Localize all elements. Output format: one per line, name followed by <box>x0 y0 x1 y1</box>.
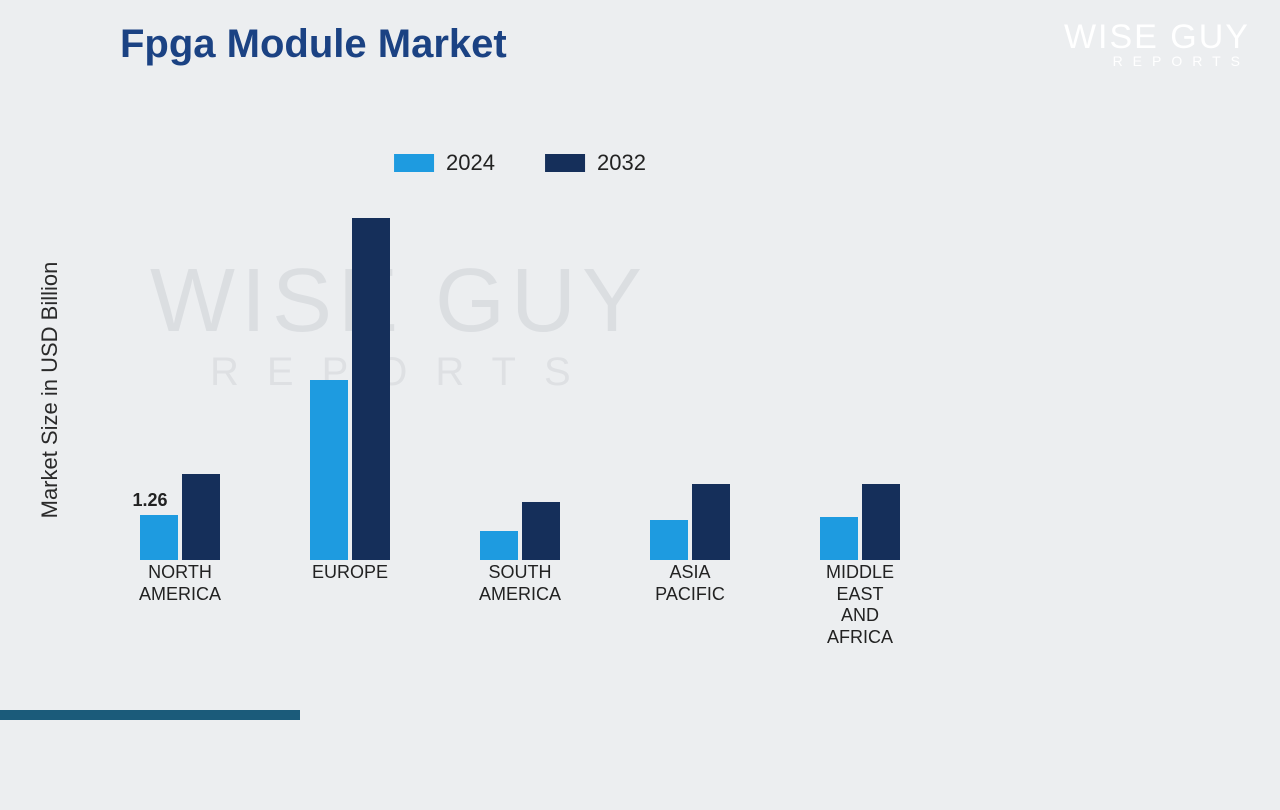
x-axis-label: SOUTH AMERICA <box>445 562 595 605</box>
bar <box>692 484 730 560</box>
x-axis-label: EUROPE <box>275 562 425 584</box>
logo-main-text: WISE GUY <box>1064 18 1250 57</box>
y-axis-label: Market Size in USD Billion <box>37 262 63 519</box>
bar <box>862 484 900 560</box>
bottom-accent-bar <box>0 710 300 720</box>
legend-item: 2032 <box>545 150 646 176</box>
bar <box>480 531 518 560</box>
bar <box>352 218 390 560</box>
legend-label: 2024 <box>446 150 495 176</box>
legend: 2024 2032 <box>394 150 646 176</box>
plot-area: 1.26 <box>120 200 960 560</box>
bar <box>820 517 858 560</box>
x-axis-label: ASIA PACIFIC <box>615 562 765 605</box>
brand-logo: WISE GUY REPORTS <box>1064 18 1250 69</box>
right-panel <box>960 0 1280 720</box>
bar <box>310 380 348 560</box>
x-axis-label: MIDDLE EAST AND AFRICA <box>785 562 935 648</box>
page-title: Fpga Module Market <box>120 22 507 67</box>
bar <box>140 515 178 560</box>
bar <box>182 474 220 560</box>
x-axis-label: NORTH AMERICA <box>105 562 255 605</box>
bar-value-label: 1.26 <box>120 490 180 511</box>
bar <box>650 520 688 560</box>
legend-item: 2024 <box>394 150 495 176</box>
bar <box>522 502 560 560</box>
chart: Market Size in USD Billion 20242032 1.26… <box>60 150 980 630</box>
legend-swatch <box>394 154 434 172</box>
legend-swatch <box>545 154 585 172</box>
legend-label: 2032 <box>597 150 646 176</box>
